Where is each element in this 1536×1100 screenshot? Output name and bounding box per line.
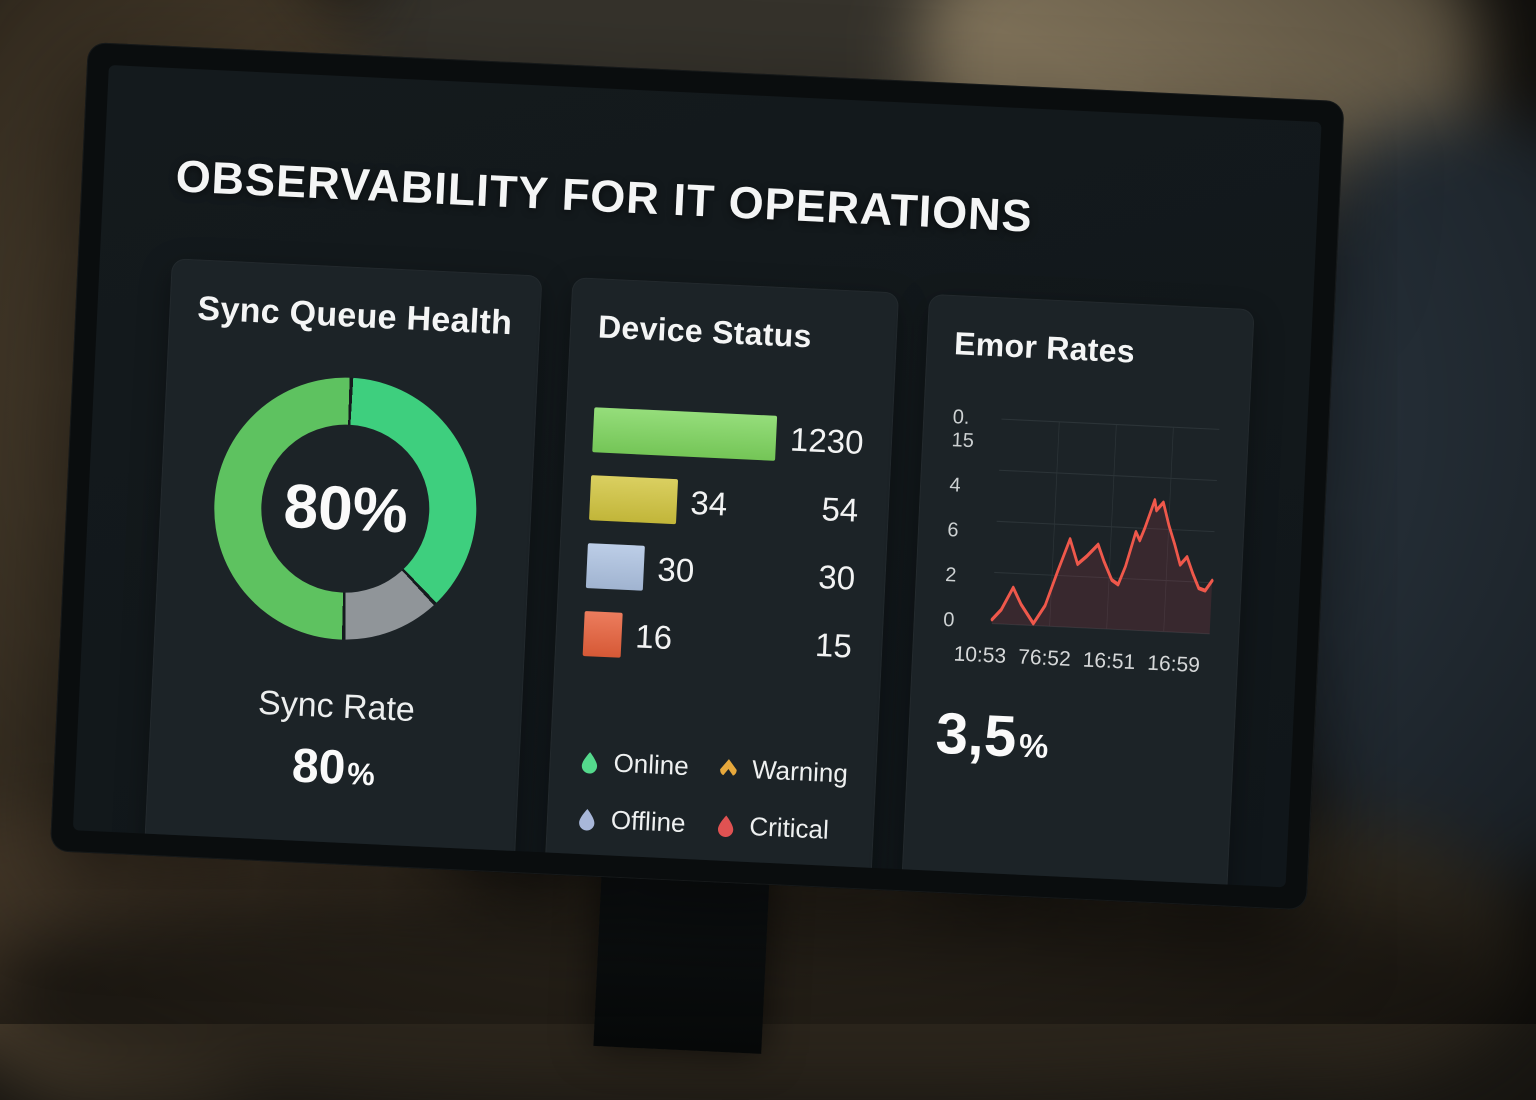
device-status-legend: Online Warning Offline Critical xyxy=(574,746,848,847)
warning-bar xyxy=(589,475,678,524)
error-rate-line-chart: 0. 15 4 6 2 0 xyxy=(941,406,1222,644)
bar-value-label: 1230 xyxy=(789,420,864,461)
error-rate-plot-svg xyxy=(989,408,1222,644)
y-axis-label: 4 xyxy=(949,474,988,499)
legend-label: Critical xyxy=(749,811,830,846)
legend-label: Warning xyxy=(751,754,848,789)
bar-row-warning: 34 54 xyxy=(589,475,861,533)
plot-area xyxy=(989,408,1222,644)
bar-value-label: 30 xyxy=(657,550,695,590)
warning-flame-icon xyxy=(716,756,741,781)
legend-item-offline: Offline xyxy=(574,803,704,840)
bar-value-label: 34 xyxy=(690,483,728,523)
sync-rate-percent-sign: % xyxy=(346,756,375,792)
y-axis-label: 0 xyxy=(943,609,982,634)
dashboard-screen: OBSERVABILITY FOR IT OPERATIONS Sync Que… xyxy=(73,65,1322,887)
panel-device-status: Device Status 1230 34 54 30 xyxy=(544,277,898,887)
online-bar xyxy=(592,407,777,461)
legend-item-warning: Warning xyxy=(715,752,848,789)
online-drop-icon xyxy=(577,749,602,774)
offline-bar xyxy=(586,543,645,591)
sync-panel-title: Sync Queue Health xyxy=(197,289,513,343)
panels-row: Sync Queue Health 80% Sync Rate 80% Devi… xyxy=(144,258,1255,887)
legend-label: Online xyxy=(613,748,690,783)
x-axis-label: 16:51 xyxy=(1082,649,1136,675)
legend-item-critical: Critical xyxy=(713,809,846,846)
y-axis-label: 0. 15 xyxy=(951,406,991,454)
bar-row-offline: 30 30 xyxy=(586,543,858,601)
bar-right-value: 15 xyxy=(814,625,852,665)
legend-item-online: Online xyxy=(577,746,707,783)
y-axis-label: 2 xyxy=(945,564,984,589)
error-rate-percent-sign: % xyxy=(1018,727,1049,765)
panel-error-rates: Emor Rates 0. 15 4 6 2 0 xyxy=(900,294,1254,887)
donut-center-value: 80% xyxy=(209,372,483,646)
x-axis-label: 76:52 xyxy=(1018,646,1072,672)
bar-value-label: 16 xyxy=(635,617,673,657)
bar-right-value: 54 xyxy=(821,490,859,530)
bar-row-critical: 16 15 xyxy=(583,611,855,669)
error-rate-summary: 3,5% xyxy=(934,700,1207,780)
device-status-bar-chart: 1230 34 54 30 30 16 xyxy=(582,407,865,691)
sync-rate-label: Sync Rate xyxy=(178,680,494,734)
bar-right-value: 30 xyxy=(818,558,856,598)
monitor-bezel: OBSERVABILITY FOR IT OPERATIONS Sync Que… xyxy=(50,42,1345,910)
sync-rate-number: 80 xyxy=(291,739,347,794)
y-axis-label: 6 xyxy=(947,519,986,544)
x-axis-label: 16:59 xyxy=(1147,652,1201,678)
error-rate-number: 3,5 xyxy=(934,701,1018,770)
offline-drop-icon xyxy=(574,806,599,831)
panel-sync-queue-health: Sync Queue Health 80% Sync Rate 80% xyxy=(144,258,543,875)
errors-panel-title: Emor Rates xyxy=(953,325,1225,375)
critical-bar xyxy=(583,611,623,658)
x-axis-label: 10:53 xyxy=(953,642,1007,668)
device-panel-title: Device Status xyxy=(597,308,869,358)
critical-drop-icon xyxy=(713,813,738,838)
bar-row-online: 1230 xyxy=(592,407,864,465)
sync-rate-donut-chart: 80% xyxy=(209,372,483,646)
dashboard-title: OBSERVABILITY FOR IT OPERATIONS xyxy=(175,150,1260,253)
sync-rate-value: 80% xyxy=(175,733,492,803)
legend-label: Offline xyxy=(610,805,686,839)
